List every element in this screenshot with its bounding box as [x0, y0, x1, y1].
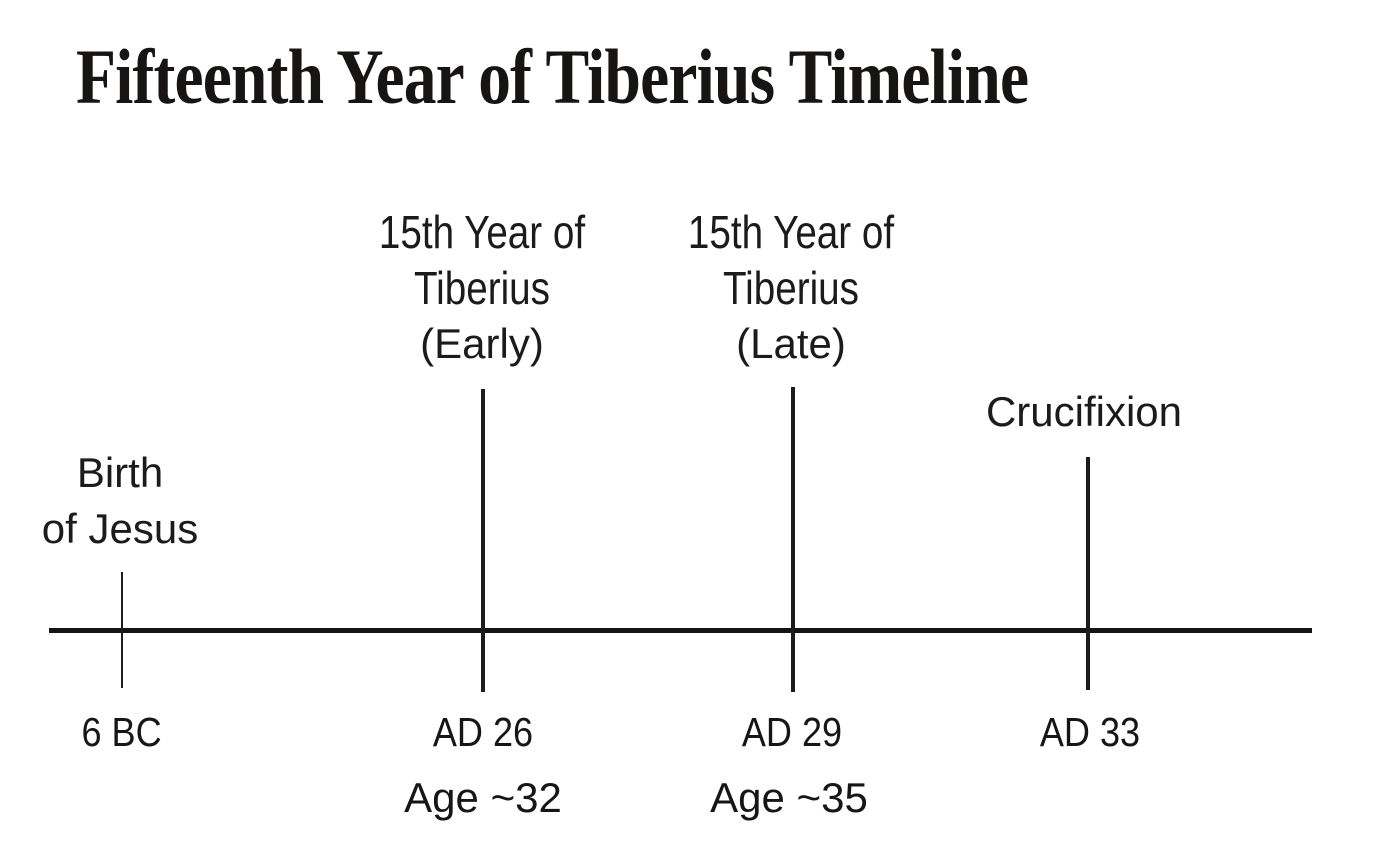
- event-label-line: of Jesus: [41, 505, 199, 552]
- event-label-tiberius-early: 15th Year of Tiberius (Early): [282, 204, 682, 372]
- event-label-main: 15th Year of Tiberius: [314, 204, 650, 316]
- event-label-crucifixion: Crucifixion: [884, 384, 1284, 440]
- page-title-text: Fifteenth Year of Tiberius Timeline: [76, 33, 1029, 120]
- year-label-ad29: AD 29: [741, 709, 843, 755]
- page-title: Fifteenth Year of Tiberius Timeline: [76, 38, 1210, 116]
- event-label-qualifier: (Early): [420, 320, 544, 367]
- age-label-ad29: Age ~35: [710, 774, 868, 821]
- event-label-line: Tiberius: [722, 262, 860, 314]
- event-label-line: Tiberius: [413, 262, 551, 314]
- event-label-line: 15th Year of: [687, 206, 895, 258]
- tick-6bc: [121, 572, 123, 688]
- event-label-line: 15th Year of: [378, 206, 586, 258]
- event-label-line: Birth: [76, 449, 164, 496]
- tick-ad33: [1086, 457, 1090, 690]
- event-label-main: 15th Year of Tiberius: [623, 204, 959, 316]
- event-label-line: Crucifixion: [985, 388, 1183, 435]
- year-label-ad26: AD 26: [432, 709, 534, 755]
- age-label-ad26: Age ~32: [404, 774, 562, 821]
- year-label-ad33: AD 33: [1039, 709, 1141, 755]
- event-label-qualifier: (Late): [736, 320, 846, 367]
- tick-ad29: [791, 387, 795, 692]
- event-label-tiberius-late: 15th Year of Tiberius (Late): [591, 204, 991, 372]
- year-label-6bc: 6 BC: [81, 709, 163, 755]
- timeline-axis: [49, 628, 1312, 633]
- event-label-birth-of-jesus: Birth of Jesus: [0, 445, 320, 557]
- tick-ad26: [481, 389, 485, 692]
